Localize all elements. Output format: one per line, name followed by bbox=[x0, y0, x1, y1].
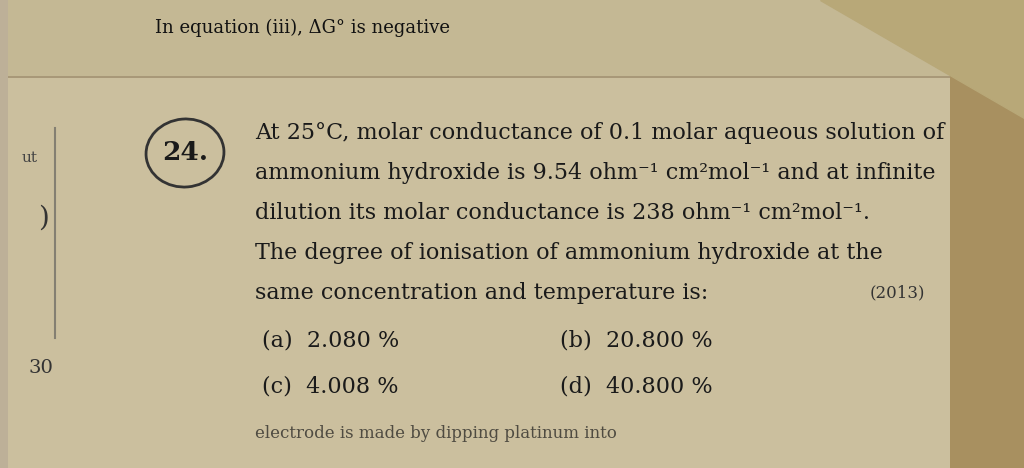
Text: (b)  20.800 %: (b) 20.800 % bbox=[560, 329, 713, 351]
Text: dilution its molar conductance is 238 ohm⁻¹ cm²mol⁻¹.: dilution its molar conductance is 238 oh… bbox=[255, 202, 870, 224]
Text: 30: 30 bbox=[28, 359, 53, 377]
Text: ammonium hydroxide is 9.54 ohm⁻¹ cm²mol⁻¹ and at infinite: ammonium hydroxide is 9.54 ohm⁻¹ cm²mol⁻… bbox=[255, 162, 936, 184]
Bar bbox=[0, 0, 8, 468]
Bar bbox=[950, 0, 1024, 468]
Text: electrode is made by dipping platinum into: electrode is made by dipping platinum in… bbox=[255, 424, 616, 441]
Text: (2013): (2013) bbox=[870, 285, 926, 301]
Polygon shape bbox=[820, 0, 1024, 118]
Bar bbox=[0, 76, 1024, 78]
Text: ut: ut bbox=[22, 151, 38, 165]
Text: The degree of ionisation of ammonium hydroxide at the: The degree of ionisation of ammonium hyd… bbox=[255, 242, 883, 264]
Text: In equation (iii), ΔG° is negative: In equation (iii), ΔG° is negative bbox=[155, 19, 450, 37]
Bar bbox=[0, 0, 1024, 78]
Text: ): ) bbox=[38, 205, 49, 232]
Text: 24.: 24. bbox=[162, 140, 208, 166]
Text: At 25°C, molar conductance of 0.1 molar aqueous solution of: At 25°C, molar conductance of 0.1 molar … bbox=[255, 122, 944, 144]
Text: (a)  2.080 %: (a) 2.080 % bbox=[262, 329, 399, 351]
Text: (c)  4.008 %: (c) 4.008 % bbox=[262, 375, 398, 397]
Text: same concentration and temperature is:: same concentration and temperature is: bbox=[255, 282, 709, 304]
Text: (d)  40.800 %: (d) 40.800 % bbox=[560, 375, 713, 397]
